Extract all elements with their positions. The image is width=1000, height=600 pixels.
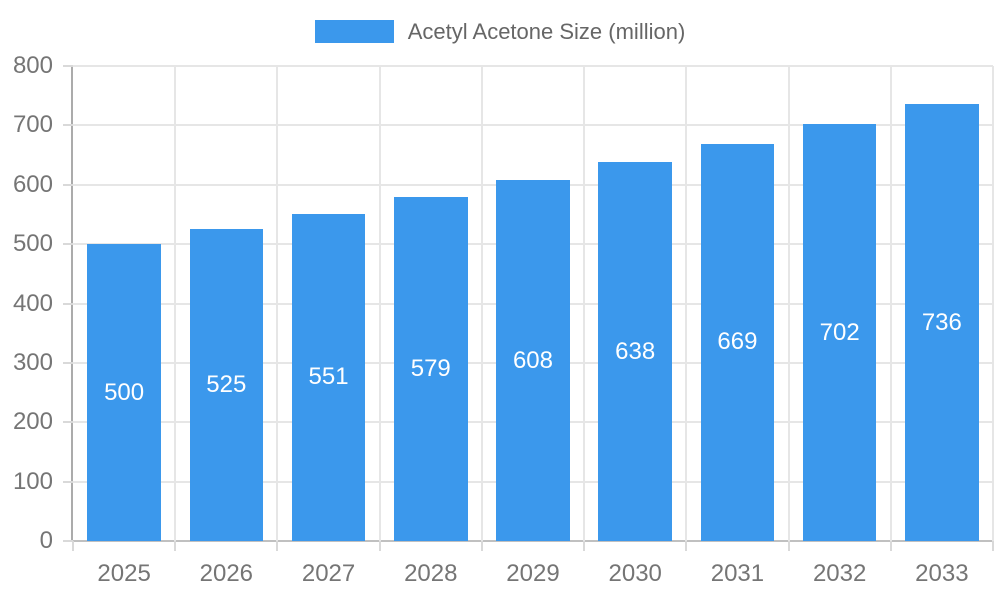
x-axis-tick (992, 541, 994, 551)
y-tick-label: 600 (12, 170, 53, 198)
y-tick-label: 500 (12, 230, 53, 258)
legend-label: Acetyl Acetone Size (million) (407, 19, 686, 44)
y-tick-label: 300 (12, 348, 53, 376)
category-cell: 579 2028 (380, 66, 482, 587)
x-gridline (787, 66, 790, 541)
x-axis-tick (276, 541, 279, 551)
bar-value-label: 579 (410, 355, 451, 383)
y-gridline (73, 65, 993, 67)
bar[interactable]: 702 (802, 124, 877, 541)
bar[interactable]: 669 (700, 143, 775, 541)
category-cell: 669 2031 (686, 66, 788, 587)
bar-value-label: 638 (615, 337, 656, 365)
x-tick-label: 2031 (710, 560, 765, 587)
bar-value-label: 702 (819, 318, 860, 346)
x-tick-label: 2032 (812, 560, 867, 587)
x-tick-label: 2030 (608, 560, 662, 587)
y-axis-tick (63, 540, 73, 542)
category-cell: 525 2026 (175, 66, 277, 587)
x-gridline (889, 66, 892, 541)
bar[interactable]: 638 (598, 162, 672, 541)
x-gridline (378, 66, 381, 541)
bar-value-label: 608 (512, 346, 553, 374)
x-tick-label: 2033 (915, 560, 969, 587)
category-cell: 551 2027 (277, 66, 379, 587)
category-cell: 500 2025 (73, 66, 175, 587)
y-axis-tick (63, 480, 73, 483)
y-tick-label: 100 (12, 467, 53, 495)
legend-item[interactable]: Acetyl Acetone Size (million) (0, 20, 1000, 43)
y-tick-label: 800 (12, 52, 53, 79)
y-axis-tick (63, 183, 73, 186)
x-axis-tick (378, 541, 381, 551)
bar[interactable]: 579 (393, 197, 468, 541)
y-axis-tick (63, 124, 73, 127)
x-tick-label: 2027 (301, 560, 356, 587)
bar-value-label: 551 (308, 363, 349, 391)
x-axis-tick (889, 541, 892, 551)
y-gridline (73, 540, 993, 542)
category-cell: 702 2032 (789, 66, 891, 587)
x-gridline (276, 66, 279, 541)
category-cell: 736 2033 (891, 66, 993, 587)
y-tick-label: 400 (12, 289, 53, 317)
x-axis-tick (685, 541, 688, 551)
bar[interactable]: 500 (87, 244, 161, 541)
y-tick-label: 200 (12, 408, 53, 436)
y-gridline (73, 124, 993, 127)
x-gridline (685, 66, 688, 541)
x-axis-tick (72, 541, 74, 551)
category-cell: 638 2030 (584, 66, 686, 587)
bar[interactable]: 608 (496, 180, 570, 541)
y-axis-tick (63, 421, 73, 424)
y-axis-tick (63, 65, 73, 67)
bar[interactable]: 551 (291, 213, 366, 541)
x-tick-label: 2029 (506, 560, 560, 587)
y-axis-tick (63, 361, 73, 364)
x-axis-tick (480, 541, 483, 551)
x-tick-label: 2025 (97, 560, 151, 587)
x-axis-tick (787, 541, 790, 551)
y-axis-tick (63, 243, 73, 246)
bar-value-label: 736 (921, 308, 962, 336)
x-tick-label: 2026 (199, 560, 254, 587)
x-gridline (174, 66, 177, 541)
plot-area: 0 100 200 300 400 500 600 700 800 500 2025 525 2026 5… (13, 52, 994, 587)
bar-value-label: 500 (104, 378, 145, 406)
bar[interactable]: 525 (189, 229, 264, 541)
category-cell: 608 2029 (482, 66, 584, 587)
x-tick-label: 2028 (404, 560, 458, 587)
y-tick-label: 700 (12, 111, 53, 139)
x-axis-tick (174, 541, 177, 551)
y-tick-label: 0 (39, 527, 53, 554)
bar-value-label: 669 (717, 328, 758, 356)
y-axis-tick (63, 302, 73, 305)
x-gridline (992, 66, 994, 541)
x-gridline (583, 66, 586, 541)
x-axis-tick (583, 541, 586, 551)
legend-swatch (314, 20, 394, 43)
bar-value-label: 525 (206, 371, 247, 399)
x-gridline (480, 66, 483, 541)
bar[interactable]: 736 (905, 104, 979, 541)
